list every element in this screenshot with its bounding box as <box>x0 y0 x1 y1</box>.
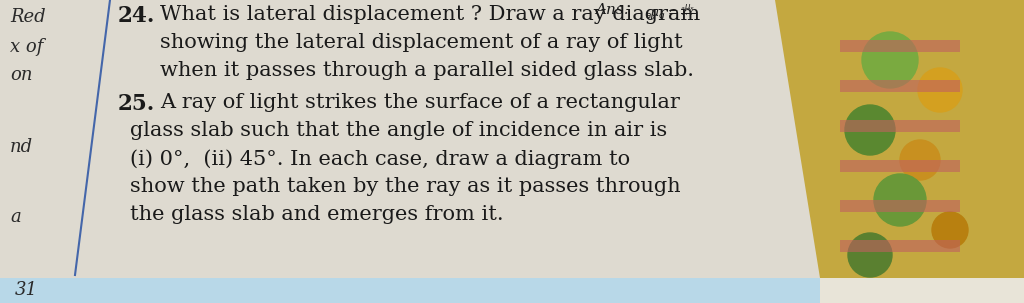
Circle shape <box>862 32 918 88</box>
Bar <box>0 0 820 278</box>
Bar <box>840 240 961 252</box>
Bar <box>820 0 1024 278</box>
Text: show the path taken by the ray as it passes through: show the path taken by the ray as it pas… <box>130 177 681 196</box>
Text: on: on <box>10 66 33 84</box>
Text: $_a\mu_g = \frac{_a\mu_x}{...}$: $_a\mu_g = \frac{_a\mu_x}{...}$ <box>645 2 695 23</box>
Bar <box>840 80 961 92</box>
Text: Red: Red <box>10 8 46 26</box>
Circle shape <box>848 233 892 277</box>
Text: glass slab such that the angle of incidence in air is: glass slab such that the angle of incide… <box>130 121 668 140</box>
Text: when it passes through a parallel sided glass slab.: when it passes through a parallel sided … <box>160 61 694 80</box>
Text: 25.: 25. <box>118 93 156 115</box>
Text: nd: nd <box>10 138 33 156</box>
Text: Ans.: Ans. <box>595 3 629 17</box>
Bar <box>0 278 820 303</box>
Bar <box>840 200 961 212</box>
Text: What is lateral displacement ? Draw a ray diagram: What is lateral displacement ? Draw a ra… <box>160 5 700 24</box>
Circle shape <box>845 105 895 155</box>
Bar <box>840 120 961 132</box>
Circle shape <box>918 68 962 112</box>
Text: 31: 31 <box>15 281 38 299</box>
Polygon shape <box>775 0 1024 278</box>
Text: the glass slab and emerges from it.: the glass slab and emerges from it. <box>130 205 504 224</box>
Text: (i) 0°,  (ii) 45°. In each case, draw a diagram to: (i) 0°, (ii) 45°. In each case, draw a d… <box>130 149 630 169</box>
Circle shape <box>900 140 940 180</box>
Circle shape <box>932 212 968 248</box>
Text: x of: x of <box>10 38 43 56</box>
Bar <box>840 160 961 172</box>
Bar <box>840 40 961 52</box>
Text: showing the lateral displacement of a ray of light: showing the lateral displacement of a ra… <box>160 33 683 52</box>
Text: A ray of light strikes the surface of a rectangular: A ray of light strikes the surface of a … <box>160 93 680 112</box>
Text: a: a <box>10 208 20 226</box>
Circle shape <box>874 174 926 226</box>
Text: 24.: 24. <box>118 5 156 27</box>
